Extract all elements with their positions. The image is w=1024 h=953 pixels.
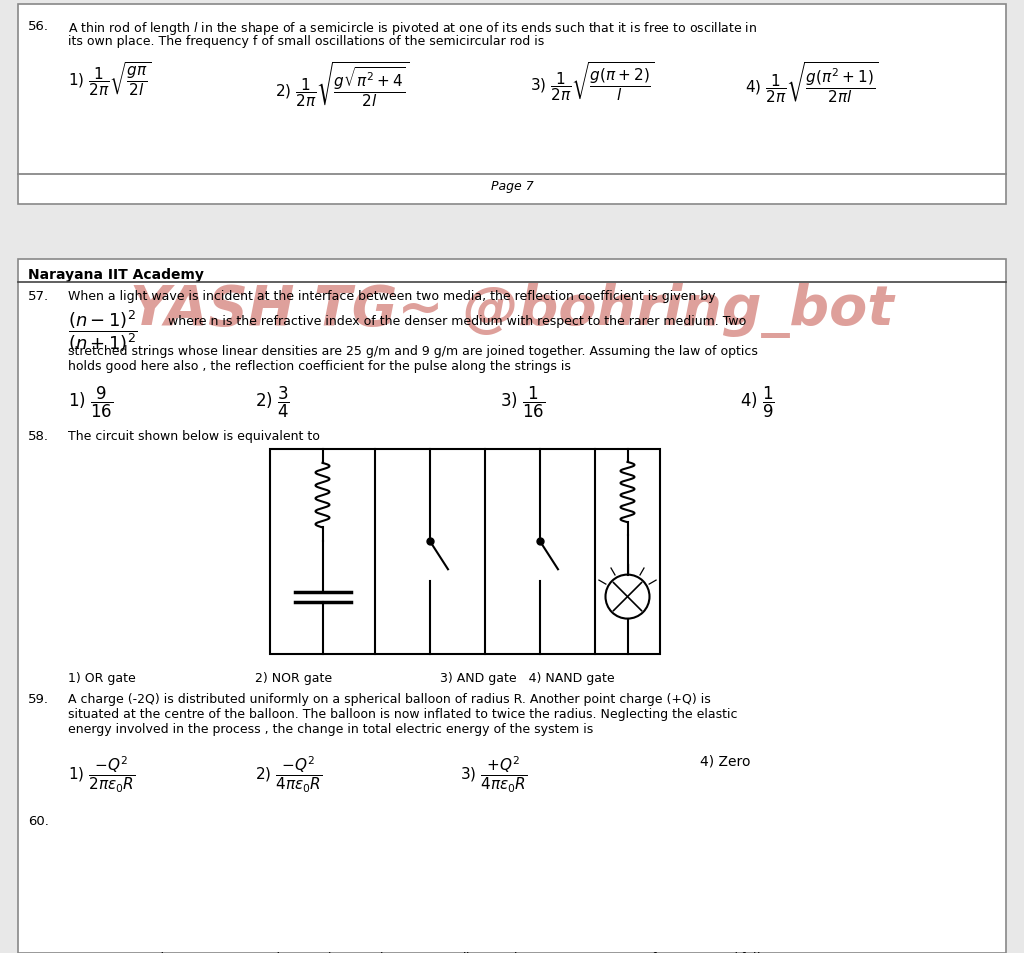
Bar	[18, 5, 1006, 205]
Text: Masses $m_1$ and $m_2$ are connected to a string passing over a pulley as shown.: Masses $m_1$ and $m_2$ are connected to …	[68, 949, 768, 953]
Text: Narayana IIT Academy: Narayana IIT Academy	[28, 268, 204, 282]
Text: 1) $\dfrac{1}{2\pi}\sqrt{\dfrac{g\pi}{2l}}$: 1) $\dfrac{1}{2\pi}\sqrt{\dfrac{g\pi}{2l…	[68, 60, 152, 98]
Text: energy involved in the process , the change in total electric energy of the syst: energy involved in the process , the cha…	[68, 722, 593, 735]
Text: 3) AND gate   4) NAND gate: 3) AND gate 4) NAND gate	[440, 671, 614, 684]
Text: 60.: 60.	[28, 814, 49, 827]
Text: 2) $\dfrac{-Q^2}{4\pi\epsilon_0 R}$: 2) $\dfrac{-Q^2}{4\pi\epsilon_0 R}$	[255, 754, 323, 795]
Text: A thin rod of length $l$ in the shape of a semicircle is pivoted at one of its e: A thin rod of length $l$ in the shape of…	[68, 20, 757, 37]
Text: situated at the centre of the balloon. The balloon is now inflated to twice the : situated at the centre of the balloon. T…	[68, 707, 737, 720]
Text: $\dfrac{(n-1)^2}{(n+1)^2}$: $\dfrac{(n-1)^2}{(n+1)^2}$	[68, 308, 137, 354]
Text: When a light wave is incident at the interface between two media, the reflection: When a light wave is incident at the int…	[68, 290, 716, 303]
Text: Page 7: Page 7	[490, 180, 534, 193]
Text: 58.: 58.	[28, 430, 49, 442]
Text: its own place. The frequency f of small oscillations of the semicircular rod is: its own place. The frequency f of small …	[68, 35, 544, 48]
Text: 59.: 59.	[28, 692, 49, 705]
Text: 57.: 57.	[28, 290, 49, 303]
Text: where n is the refractive index of the denser medium with respect to the rarer m: where n is the refractive index of the d…	[168, 314, 746, 328]
Text: YASH TG~ @bohring_bot: YASH TG~ @bohring_bot	[130, 282, 894, 337]
Text: 4) $\dfrac{1}{2\pi}\sqrt{\dfrac{g(\pi^2+1)}{2\pi l}}$: 4) $\dfrac{1}{2\pi}\sqrt{\dfrac{g(\pi^2+…	[745, 60, 879, 105]
Text: 2) NOR gate: 2) NOR gate	[255, 671, 332, 684]
Text: 56.: 56.	[28, 20, 49, 33]
Text: stretched strings whose linear densities are 25 g/m and 9 g/m are joined togethe: stretched strings whose linear densities…	[68, 345, 758, 357]
Text: The circuit shown below is equivalent to: The circuit shown below is equivalent to	[68, 430, 319, 442]
Bar	[18, 260, 1006, 953]
Text: 1) $\dfrac{-Q^2}{2\pi\epsilon_0 R}$: 1) $\dfrac{-Q^2}{2\pi\epsilon_0 R}$	[68, 754, 135, 795]
Text: 4) Zero: 4) Zero	[700, 754, 751, 768]
Text: 2) $\dfrac{3}{4}$: 2) $\dfrac{3}{4}$	[255, 385, 290, 419]
Text: 1) OR gate: 1) OR gate	[68, 671, 136, 684]
Text: 1) $\dfrac{9}{16}$: 1) $\dfrac{9}{16}$	[68, 385, 114, 419]
Text: 3) $\dfrac{+Q^2}{4\pi\epsilon_0 R}$: 3) $\dfrac{+Q^2}{4\pi\epsilon_0 R}$	[460, 754, 527, 795]
Text: 4) $\dfrac{1}{9}$: 4) $\dfrac{1}{9}$	[740, 385, 775, 419]
Text: 3) $\dfrac{1}{16}$: 3) $\dfrac{1}{16}$	[500, 385, 546, 419]
Text: A charge (-2Q) is distributed uniformly on a spherical balloon of radius R. Anot: A charge (-2Q) is distributed uniformly …	[68, 692, 711, 705]
Text: 2) $\dfrac{1}{2\pi}\sqrt{\dfrac{g\sqrt{\pi^2+4}}{2l}}$: 2) $\dfrac{1}{2\pi}\sqrt{\dfrac{g\sqrt{\…	[275, 60, 410, 109]
Bar	[270, 450, 660, 655]
Text: holds good here also , the reflection coefficient for the pulse along the string: holds good here also , the reflection co…	[68, 359, 570, 373]
Text: 3) $\dfrac{1}{2\pi}\sqrt{\dfrac{g(\pi+2)}{l}}$: 3) $\dfrac{1}{2\pi}\sqrt{\dfrac{g(\pi+2)…	[530, 60, 654, 103]
